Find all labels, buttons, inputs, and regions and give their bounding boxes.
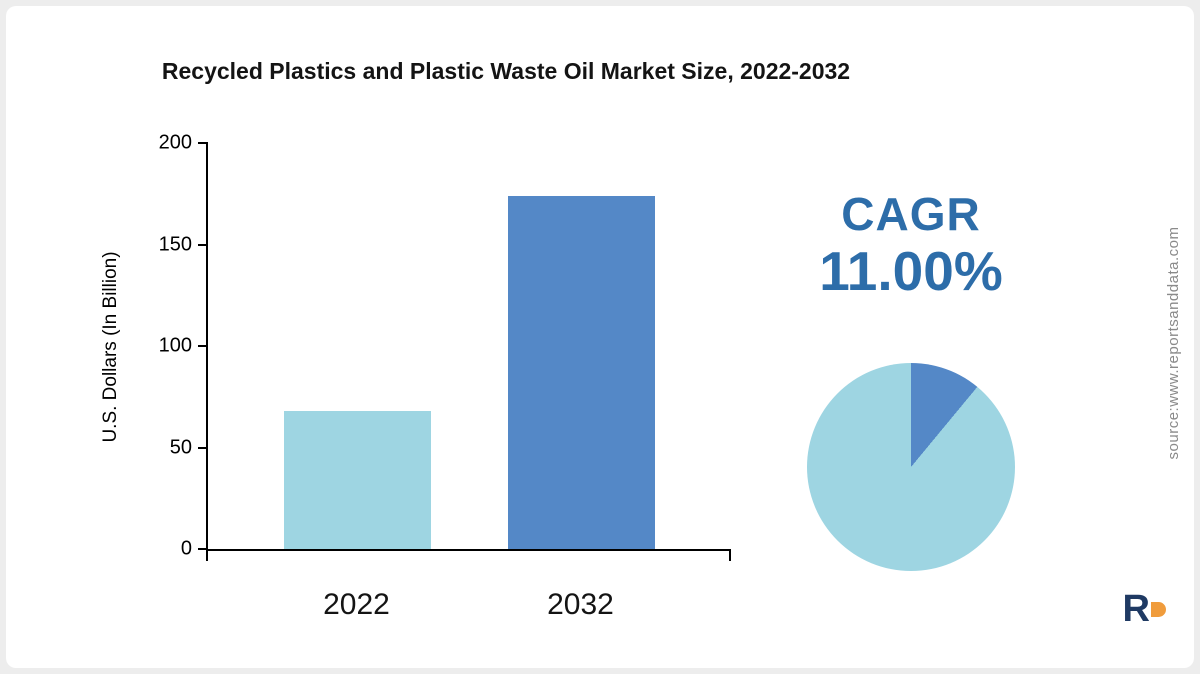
logo-accent-shape [1151,601,1166,617]
bar [284,410,432,549]
y-tick-mark [198,142,208,144]
x-axis-labels: 2022 2032 [206,588,731,622]
x-axis-end-tick [206,551,208,561]
bar-chart-plot: 0 50 100 150 200 [159,132,731,561]
y-tick-label: 100 [158,334,192,357]
cagr-pie-chart [807,363,1015,571]
y-tick-label: 0 [180,537,192,560]
y-tick-mark [198,548,208,550]
y-tick-label: 150 [158,233,192,255]
x-axis-label-2022: 2022 [323,588,390,621]
x-axis-label-2032: 2032 [547,588,614,621]
y-tick-mark [198,345,208,347]
chart-title: Recycled Plastics and Plastic Waste Oil … [161,58,851,84]
reportsanddata-logo: R [1123,590,1166,628]
x-axis-end-tick [729,551,731,561]
bar [507,195,655,549]
chart-card: Recycled Plastics and Plastic Waste Oil … [6,6,1194,668]
y-tick-mark [198,243,208,246]
y-tick-label: 50 [169,436,192,458]
logo-letter: R [1122,588,1150,630]
y-tick-mark [198,446,208,449]
cagr-label: CAGR [841,188,981,240]
source-note: source:www.reportsanddata.com [1165,226,1182,460]
y-tick-label: 200 [158,131,192,154]
y-axis-label: U.S. Dollars (In Billion) [100,251,121,443]
cagr-block: CAGR 11.00% [781,188,1041,302]
bars-container [208,143,731,549]
cagr-value: 11.00% [819,239,1003,302]
